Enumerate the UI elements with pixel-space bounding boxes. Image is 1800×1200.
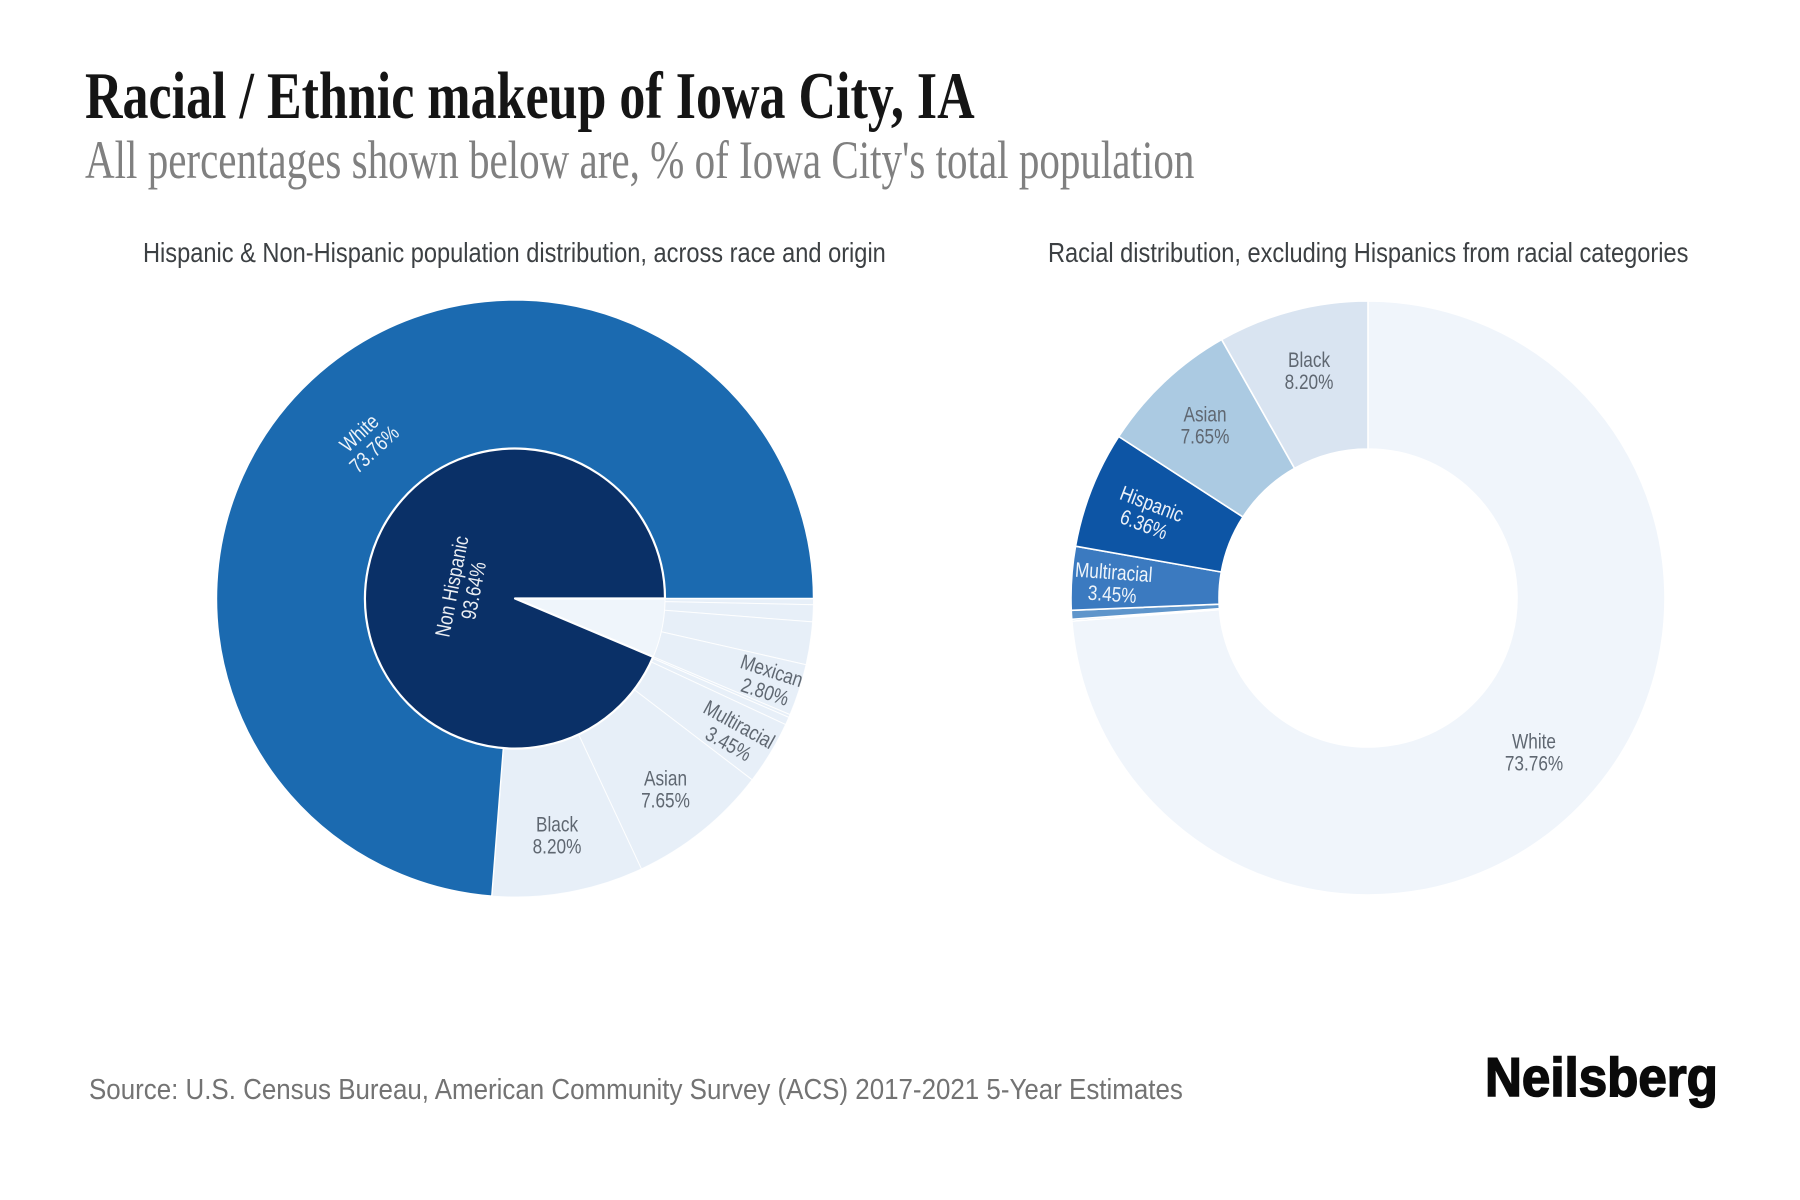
svg-text:Black: Black <box>1288 349 1330 372</box>
svg-text:Asian: Asian <box>1183 404 1226 427</box>
svg-text:Asian: Asian <box>644 768 687 791</box>
svg-text:7.65%: 7.65% <box>641 790 690 813</box>
svg-text:8.20%: 8.20% <box>1285 371 1334 394</box>
svg-text:Black: Black <box>536 814 578 837</box>
svg-text:8.20%: 8.20% <box>533 836 582 859</box>
svg-text:7.65%: 7.65% <box>1181 426 1230 449</box>
svg-text:Multiracial: Multiracial <box>1074 559 1153 587</box>
svg-text:White: White <box>1512 731 1556 754</box>
svg-text:73.76%: 73.76% <box>1505 753 1563 776</box>
svg-text:3.45%: 3.45% <box>1087 582 1137 608</box>
